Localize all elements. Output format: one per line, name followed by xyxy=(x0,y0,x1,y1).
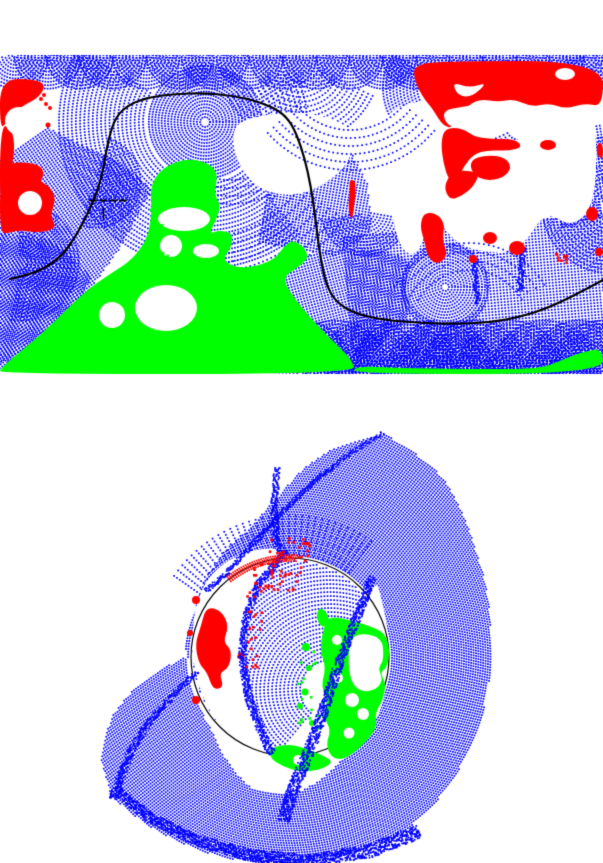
figure-canvas xyxy=(0,0,603,863)
figure-root xyxy=(0,0,603,863)
